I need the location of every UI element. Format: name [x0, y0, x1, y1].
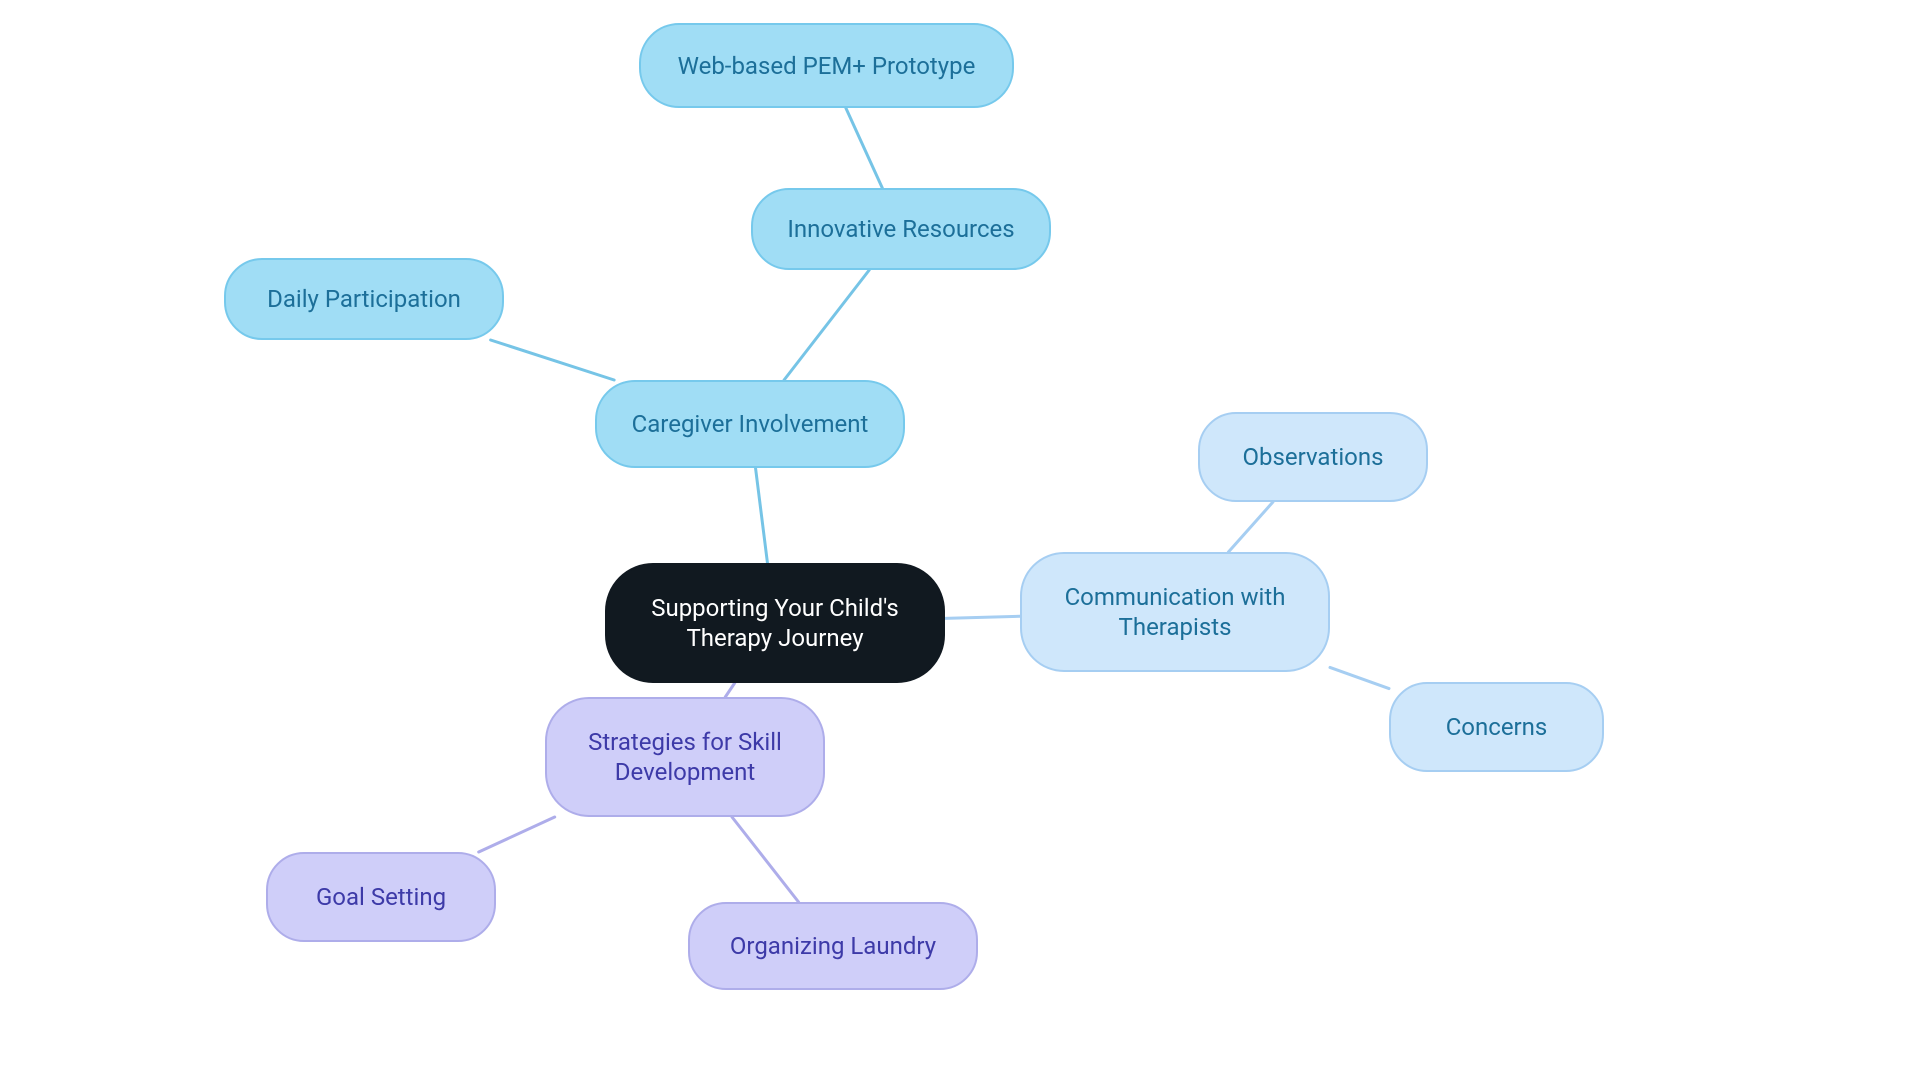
- node-caregiver: Caregiver Involvement: [595, 380, 905, 468]
- edge-strategies-goal: [479, 817, 555, 852]
- edge-root-comm: [945, 616, 1020, 618]
- node-observations-label: Observations: [1243, 442, 1384, 472]
- node-pem-label: Web-based PEM+ Prototype: [678, 51, 976, 81]
- node-laundry-label: Organizing Laundry: [730, 931, 936, 961]
- node-laundry: Organizing Laundry: [688, 902, 978, 990]
- node-root: Supporting Your Child's Therapy Journey: [605, 563, 945, 683]
- edge-caregiver-innovative: [784, 270, 869, 380]
- node-comm: Communication with Therapists: [1020, 552, 1330, 672]
- node-innovative: Innovative Resources: [751, 188, 1051, 270]
- edge-strategies-laundry: [732, 817, 799, 902]
- edge-comm-observations: [1228, 502, 1273, 552]
- node-pem: Web-based PEM+ Prototype: [639, 23, 1014, 108]
- node-root-label: Supporting Your Child's Therapy Journey: [635, 593, 915, 653]
- node-daily: Daily Participation: [224, 258, 504, 340]
- node-goal-label: Goal Setting: [316, 882, 446, 912]
- node-concerns: Concerns: [1389, 682, 1604, 772]
- node-observations: Observations: [1198, 412, 1428, 502]
- node-strategies: Strategies for Skill Development: [545, 697, 825, 817]
- edge-root-caregiver: [756, 468, 768, 563]
- edge-root-strategies: [725, 683, 734, 697]
- edge-innovative-pem: [846, 108, 882, 188]
- node-innovative-label: Innovative Resources: [787, 214, 1014, 244]
- edge-caregiver-daily: [491, 340, 615, 380]
- edge-comm-concerns: [1330, 667, 1389, 688]
- node-caregiver-label: Caregiver Involvement: [632, 409, 869, 439]
- node-goal: Goal Setting: [266, 852, 496, 942]
- node-daily-label: Daily Participation: [267, 284, 461, 314]
- node-concerns-label: Concerns: [1446, 712, 1548, 742]
- node-comm-label: Communication with Therapists: [1058, 582, 1292, 642]
- mindmap-canvas: Supporting Your Child's Therapy Journey …: [0, 0, 1920, 1083]
- node-strategies-label: Strategies for Skill Development: [581, 727, 789, 787]
